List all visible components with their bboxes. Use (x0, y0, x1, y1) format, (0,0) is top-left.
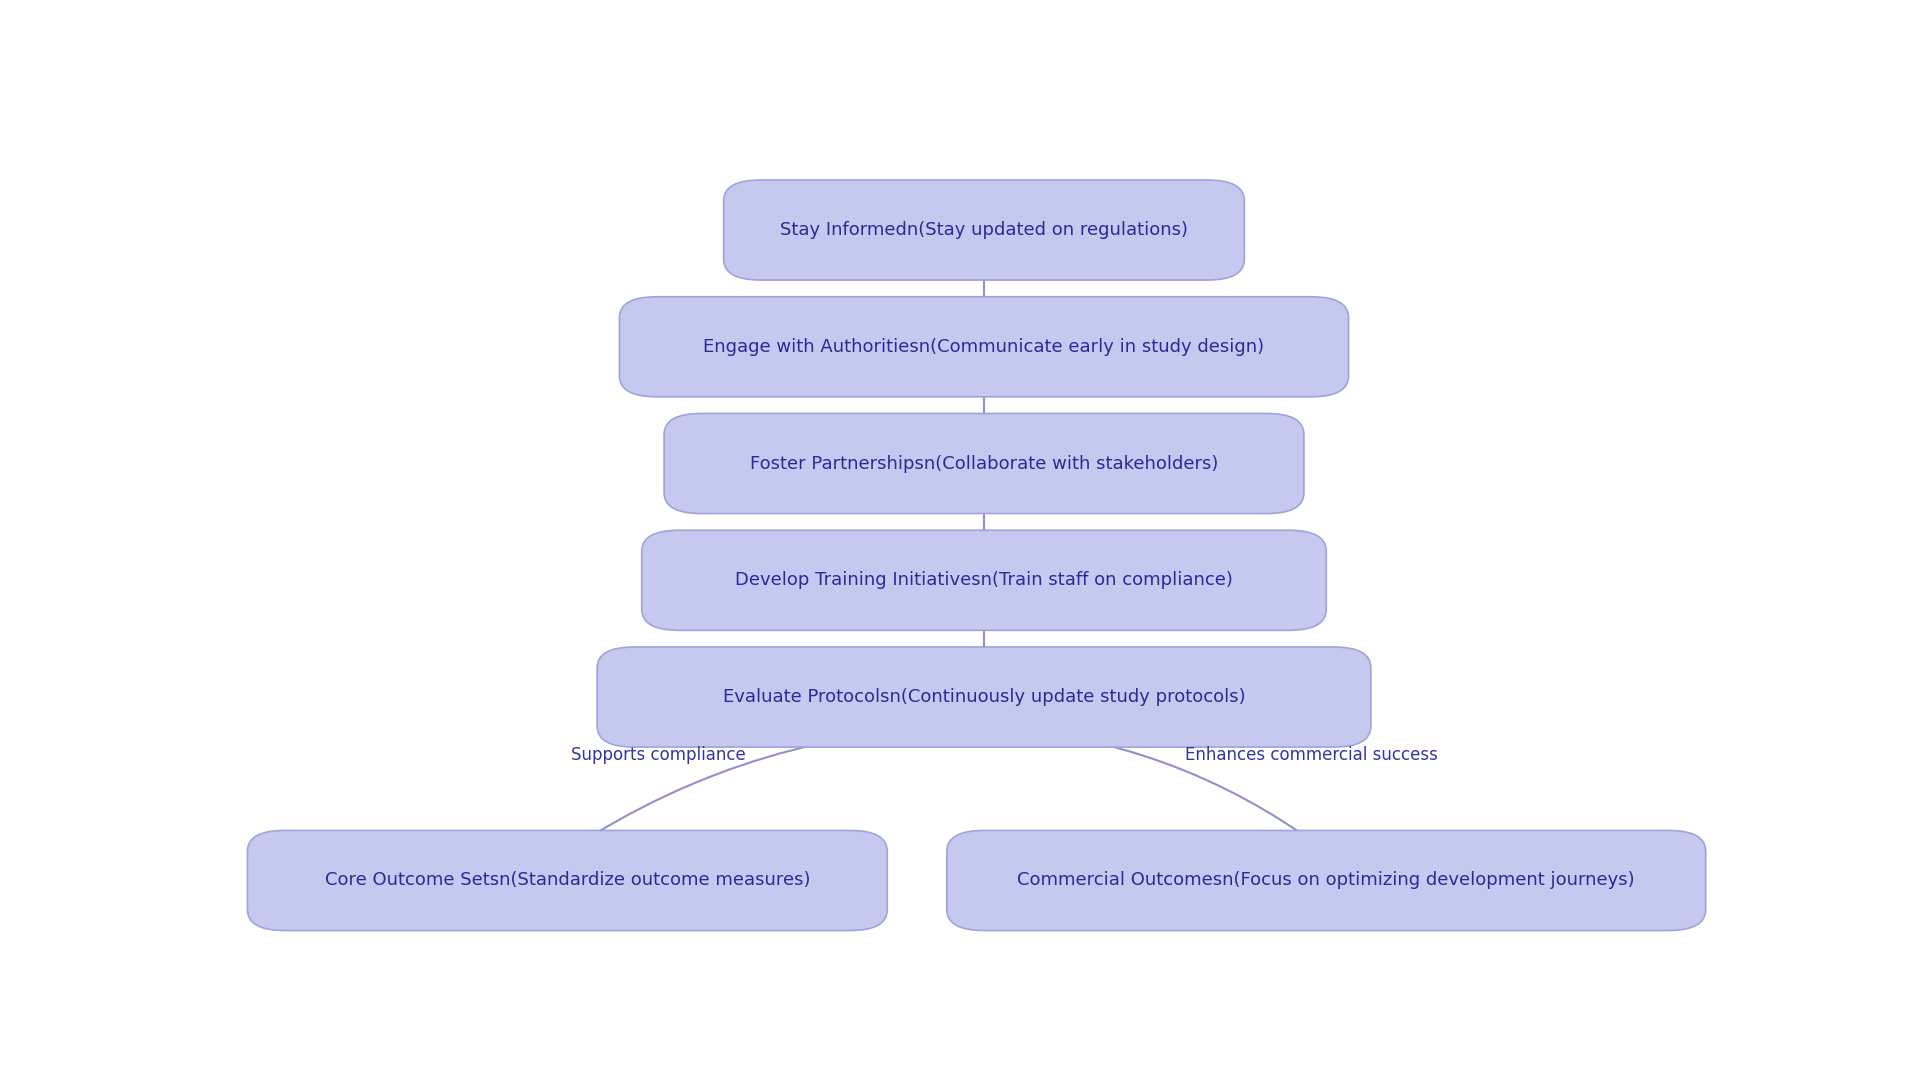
FancyBboxPatch shape (724, 180, 1244, 280)
Text: Foster Partnershipsn(Collaborate with stakeholders): Foster Partnershipsn(Collaborate with st… (751, 455, 1217, 472)
Text: Develop Training Initiativesn(Train staff on compliance): Develop Training Initiativesn(Train staf… (735, 571, 1233, 589)
FancyBboxPatch shape (664, 414, 1304, 513)
FancyBboxPatch shape (641, 531, 1327, 630)
FancyBboxPatch shape (248, 831, 887, 930)
FancyBboxPatch shape (597, 647, 1371, 747)
Text: Commercial Outcomesn(Focus on optimizing development journeys): Commercial Outcomesn(Focus on optimizing… (1018, 872, 1636, 889)
FancyBboxPatch shape (620, 297, 1348, 396)
Text: Evaluate Protocolsn(Continuously update study protocols): Evaluate Protocolsn(Continuously update … (722, 688, 1246, 706)
Text: Supports compliance: Supports compliance (570, 746, 745, 765)
Text: Enhances commercial success: Enhances commercial success (1185, 746, 1438, 765)
Text: Engage with Authoritiesn(Communicate early in study design): Engage with Authoritiesn(Communicate ear… (703, 338, 1265, 356)
FancyBboxPatch shape (947, 831, 1705, 930)
Text: Stay Informedn(Stay updated on regulations): Stay Informedn(Stay updated on regulatio… (780, 221, 1188, 239)
Text: Core Outcome Setsn(Standardize outcome measures): Core Outcome Setsn(Standardize outcome m… (324, 872, 810, 889)
